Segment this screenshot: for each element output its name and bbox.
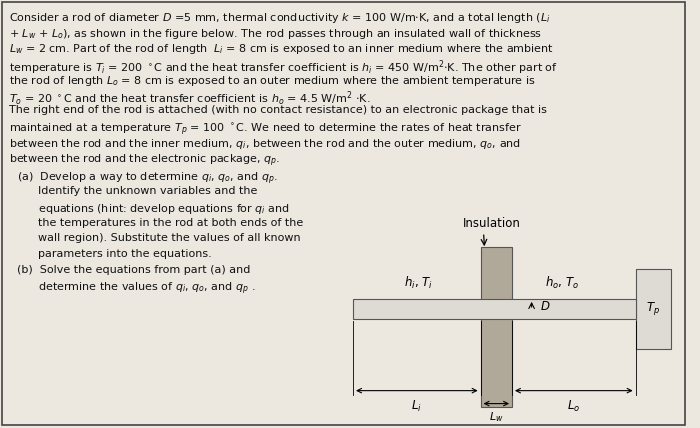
Text: $L_o$: $L_o$ [567,398,580,414]
Text: Consider a rod of diameter $D$ =5 mm, thermal conductivity $k$ = 100 W/m$\cdot$K: Consider a rod of diameter $D$ =5 mm, th… [9,11,550,25]
Text: the temperatures in the rod at both ends of the: the temperatures in the rod at both ends… [17,218,303,228]
Text: the rod of length $L_o$ = 8 cm is exposed to an outer medium where the ambient t: the rod of length $L_o$ = 8 cm is expose… [9,74,536,88]
Bar [353,299,636,319]
Text: The right end of the rod is attached (with no contact resistance) to an electron: The right end of the rod is attached (wi… [9,105,547,116]
Text: wall region). Substitute the values of all known: wall region). Substitute the values of a… [17,233,300,244]
Text: $L_w$ = 2 cm. Part of the rod of length  $L_i$ = 8 cm is exposed to an inner med: $L_w$ = 2 cm. Part of the rod of length … [9,42,554,56]
Text: $h_o$, $T_o$: $h_o$, $T_o$ [545,275,579,291]
Text: $h_i$, $T_i$: $h_i$, $T_i$ [405,275,433,291]
Text: $L_i$: $L_i$ [412,398,422,414]
Text: Identify the unknown variables and the: Identify the unknown variables and the [17,186,257,196]
Text: maintained at a temperature $T_p$ = 100 $^\circ$C. We need to determine the rate: maintained at a temperature $T_p$ = 100 … [9,121,522,138]
Text: between the rod and the inner medium, $q_i$, between the rod and the outer mediu: between the rod and the inner medium, $q… [9,137,521,151]
Text: $T_p$: $T_p$ [646,300,660,318]
Text: + $L_w$ + $L_o$), as shown in the figure below. The rod passes through an insula: + $L_w$ + $L_o$), as shown in the figure… [9,27,542,41]
Text: (a)  Develop a way to determine $q_i$, $q_o$, and $q_p$.: (a) Develop a way to determine $q_i$, $q… [17,170,278,187]
Text: parameters into the equations.: parameters into the equations. [17,249,211,259]
Bar [481,247,512,407]
Text: (b)  Solve the equations from part (a) and: (b) Solve the equations from part (a) an… [17,265,250,275]
Text: determine the values of $q_i$, $q_o$, and $q_p$ .: determine the values of $q_i$, $q_o$, an… [17,281,256,297]
Text: equations (hint: develop equations for $q_i$ and: equations (hint: develop equations for $… [17,202,290,216]
Text: $L_w$: $L_w$ [489,410,503,425]
Text: between the rod and the electronic package, $q_p$.: between the rod and the electronic packa… [9,153,280,169]
Bar [636,269,671,349]
Text: temperature is $T_i$ = 200 $^\circ$C and the heat transfer coefficient is $h_i$ : temperature is $T_i$ = 200 $^\circ$C and… [9,58,558,77]
Text: Insulation: Insulation [463,217,520,230]
Text: $T_o$ = 20 $^\circ$C and the heat transfer coefficient is $h_o$ = 4.5 W/m$^2$ $\: $T_o$ = 20 $^\circ$C and the heat transf… [9,90,370,108]
Text: $D$: $D$ [540,300,551,313]
